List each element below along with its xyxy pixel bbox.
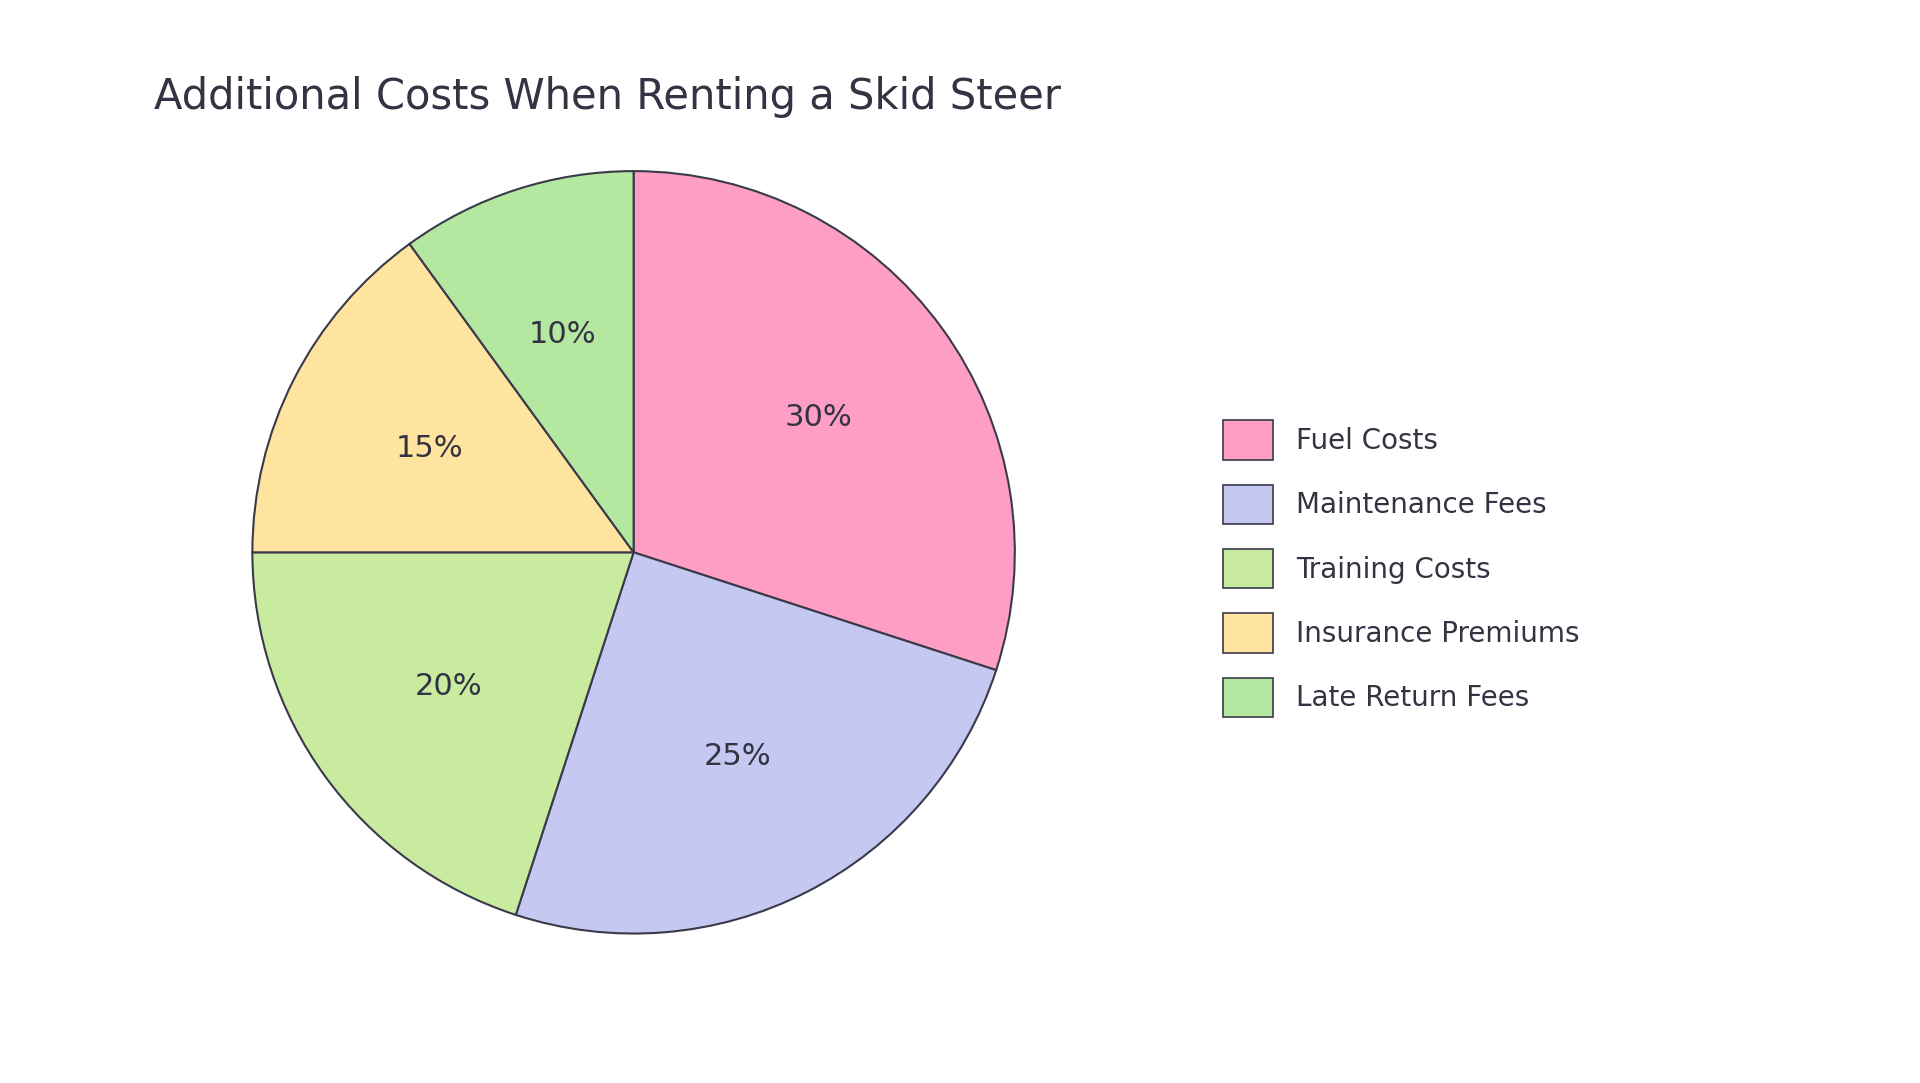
Wedge shape: [516, 552, 996, 934]
Text: Additional Costs When Renting a Skid Steer: Additional Costs When Renting a Skid Ste…: [154, 76, 1060, 118]
Text: 10%: 10%: [530, 321, 597, 350]
Text: 25%: 25%: [703, 742, 772, 771]
Text: 30%: 30%: [785, 403, 852, 432]
Text: 15%: 15%: [396, 434, 463, 464]
Wedge shape: [634, 171, 1016, 670]
Text: 20%: 20%: [415, 673, 482, 702]
Wedge shape: [409, 171, 634, 552]
Legend: Fuel Costs, Maintenance Fees, Training Costs, Insurance Premiums, Late Return Fe: Fuel Costs, Maintenance Fees, Training C…: [1223, 420, 1580, 717]
Wedge shape: [252, 552, 634, 915]
Wedge shape: [252, 244, 634, 552]
